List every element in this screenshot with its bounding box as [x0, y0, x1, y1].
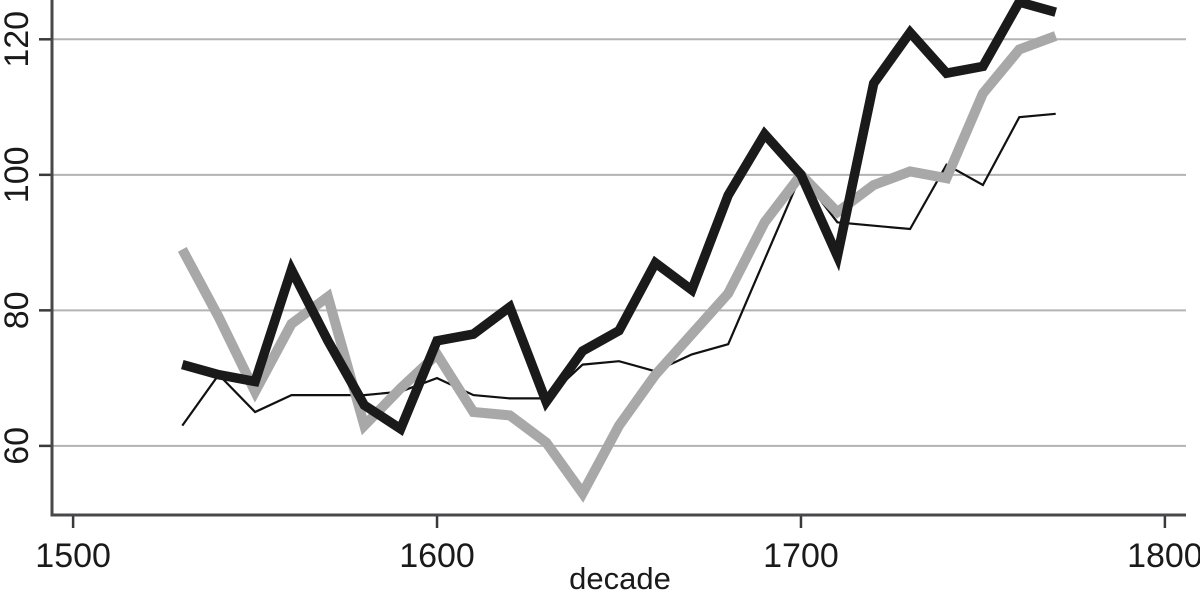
series-bold_black-line: [181, 0, 1057, 437]
x-tick-label-1600: 1600: [399, 537, 475, 575]
series-thin_black-line: [181, 112, 1056, 427]
y-tick-label-60: 60: [0, 427, 36, 465]
series-gray-line: [177, 31, 1058, 503]
y-tick-label-100: 100: [0, 146, 36, 203]
y-tick-label-80: 80: [0, 291, 36, 329]
y-tick-label-120: 120: [0, 11, 36, 68]
x-tick-label-1700: 1700: [763, 537, 839, 575]
x-tick-label-1800: 1800: [1127, 537, 1200, 575]
x-tick-label-1500: 1500: [35, 537, 111, 575]
x-axis-title: decade: [569, 561, 671, 596]
